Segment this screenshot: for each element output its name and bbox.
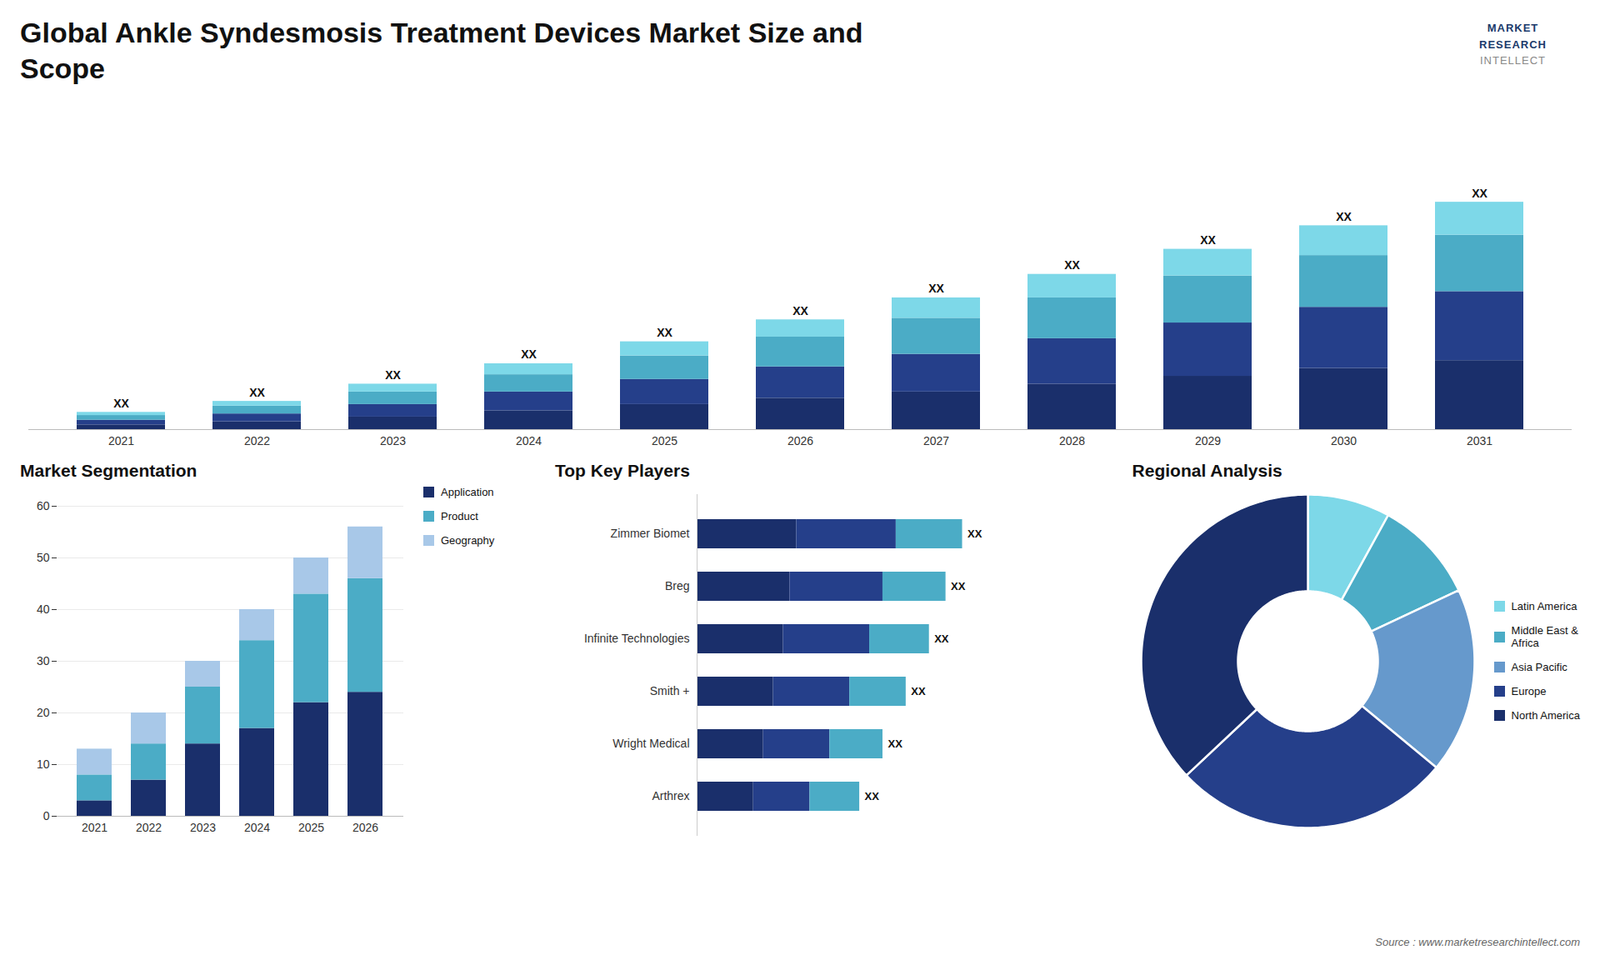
svg-text:Zimmer Biomet: Zimmer Biomet bbox=[610, 526, 690, 540]
html-text:Europe: Europe bbox=[1511, 685, 1547, 698]
svg-text:2029: 2029 bbox=[1195, 434, 1221, 448]
html-text:Application: Application bbox=[440, 485, 494, 499]
svg-text:XX: XX bbox=[1064, 258, 1080, 272]
svg-text:XX: XX bbox=[520, 347, 537, 361]
svg-text:Infinite Technologies: Infinite Technologies bbox=[584, 631, 690, 645]
svg-text:2021: 2021 bbox=[108, 434, 135, 448]
svg-text:Breg: Breg bbox=[665, 579, 690, 593]
svg-text:2028: 2028 bbox=[1059, 434, 1085, 448]
svg-text:2026: 2026 bbox=[787, 434, 814, 448]
svg-text:XX: XX bbox=[792, 304, 809, 318]
svg-text:2022: 2022 bbox=[135, 820, 162, 835]
svg-text:XX: XX bbox=[1200, 233, 1216, 247]
svg-text:XX: XX bbox=[1471, 186, 1488, 200]
svg-text:XX: XX bbox=[928, 281, 945, 295]
svg-text:2025: 2025 bbox=[651, 434, 678, 448]
html-text:Asia Pacific: Asia Pacific bbox=[1511, 660, 1568, 674]
svg-text:Wright Medical: Wright Medical bbox=[612, 736, 690, 750]
svg-text:Smith +: Smith + bbox=[650, 684, 690, 698]
svg-text:XX: XX bbox=[385, 368, 401, 382]
html-text:Top Key Players: Top Key Players bbox=[555, 460, 690, 480]
svg-text:Arthrex: Arthrex bbox=[651, 789, 690, 803]
html-text:Market Segmentation: Market Segmentation bbox=[20, 460, 197, 480]
svg-text:XX: XX bbox=[934, 632, 950, 645]
html-text:Source : www.marketresearchint: Source : www.marketresearchintellect.com bbox=[1375, 935, 1580, 949]
svg-text:2021: 2021 bbox=[81, 820, 108, 835]
svg-text:20: 20 bbox=[36, 705, 50, 720]
svg-text:XX: XX bbox=[113, 396, 130, 410]
html-text:MARKET: MARKET bbox=[1487, 21, 1539, 35]
html-text:Global Ankle Syndesmosis Treat: Global Ankle Syndesmosis Treatment Devic… bbox=[20, 16, 863, 84]
html-text:Product: Product bbox=[440, 510, 479, 523]
svg-text:2024: 2024 bbox=[515, 434, 542, 448]
svg-text:2022: 2022 bbox=[244, 434, 270, 448]
svg-text:10: 10 bbox=[36, 757, 50, 771]
svg-text:XX: XX bbox=[950, 580, 966, 593]
svg-text:XX: XX bbox=[887, 737, 903, 750]
svg-text:30: 30 bbox=[36, 654, 50, 668]
svg-text:XX: XX bbox=[865, 790, 880, 803]
svg-text:2027: 2027 bbox=[923, 434, 950, 448]
svg-text:XX: XX bbox=[910, 685, 926, 698]
svg-text:2023: 2023 bbox=[190, 820, 216, 835]
svg-text:60: 60 bbox=[36, 499, 50, 513]
html-text:INTELLECT: INTELLECT bbox=[1480, 54, 1546, 67]
svg-text:2031: 2031 bbox=[1466, 434, 1493, 448]
svg-text:50: 50 bbox=[36, 550, 50, 565]
svg-text:0: 0 bbox=[43, 809, 50, 823]
svg-text:40: 40 bbox=[36, 602, 50, 616]
svg-text:XX: XX bbox=[967, 527, 983, 540]
html-text:North America: North America bbox=[1511, 709, 1580, 722]
html-text:Regional Analysis: Regional Analysis bbox=[1132, 460, 1283, 480]
html-text:RESEARCH: RESEARCH bbox=[1479, 37, 1547, 51]
html-text:Geography: Geography bbox=[440, 534, 495, 547]
svg-text:2030: 2030 bbox=[1330, 434, 1357, 448]
svg-text:2025: 2025 bbox=[298, 820, 325, 835]
svg-text:XX: XX bbox=[656, 325, 673, 340]
html-text:Middle East & Africa: Middle East & Africa bbox=[1511, 624, 1579, 650]
svg-text:2024: 2024 bbox=[244, 820, 270, 835]
svg-text:XX: XX bbox=[249, 385, 265, 400]
html-text:Latin America: Latin America bbox=[1511, 600, 1577, 613]
svg-text:2026: 2026 bbox=[352, 820, 379, 835]
svg-text:2023: 2023 bbox=[380, 434, 406, 448]
svg-text:XX: XX bbox=[1335, 210, 1352, 224]
